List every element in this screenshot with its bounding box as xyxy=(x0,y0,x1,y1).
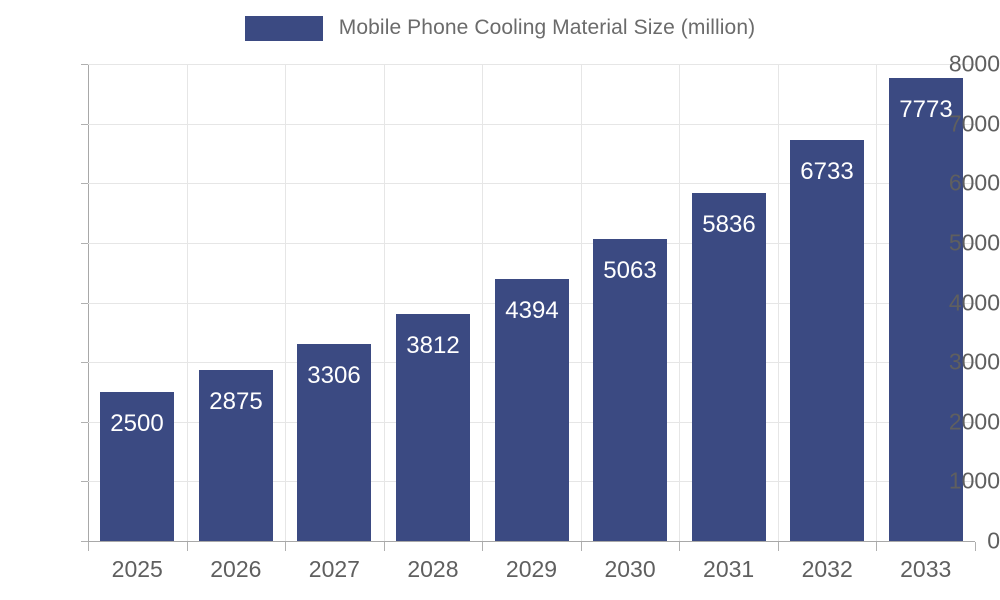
legend-item-series-1[interactable]: Mobile Phone Cooling Material Size (mill… xyxy=(244,15,756,41)
x-axis-tick-mark xyxy=(876,542,877,551)
bar-value-label: 7773 xyxy=(899,96,953,123)
y-axis-tick-mark xyxy=(81,421,88,423)
bar[interactable]: 2875 xyxy=(199,370,273,541)
bar-value-label: 3812 xyxy=(406,332,460,359)
y-axis-tick-mark xyxy=(81,183,88,185)
gridline-vertical xyxy=(778,64,779,541)
y-axis-tick-mark xyxy=(81,481,88,483)
y-axis-line xyxy=(88,64,89,548)
gridline-horizontal xyxy=(88,183,975,185)
x-axis-tick-label: 2032 xyxy=(801,556,853,582)
gridline-vertical xyxy=(482,64,483,541)
x-axis-tick-mark xyxy=(482,542,483,551)
y-axis-tick-label: 7000 xyxy=(948,110,1000,137)
gridline-vertical xyxy=(384,64,385,541)
bar-value-label: 5836 xyxy=(702,211,756,238)
bar[interactable]: 2500 xyxy=(100,392,174,541)
x-axis-tick-mark xyxy=(187,542,188,551)
bar-value-label: 3306 xyxy=(307,362,361,389)
x-axis-tick-mark xyxy=(679,542,680,551)
bar[interactable]: 6733 xyxy=(790,140,864,541)
gridline-vertical xyxy=(187,64,188,541)
y-axis-tick-label: 8000 xyxy=(948,50,1000,77)
x-axis-tick-label: 2033 xyxy=(900,556,952,582)
gridline-vertical xyxy=(581,64,582,541)
x-axis-line xyxy=(88,541,975,542)
bar[interactable]: 3306 xyxy=(297,344,371,541)
y-axis-tick-label: 5000 xyxy=(948,229,1000,256)
bar[interactable]: 5836 xyxy=(692,193,766,541)
y-axis-tick-label: 1000 xyxy=(948,467,1000,494)
y-axis-tick-mark xyxy=(81,242,88,244)
bar[interactable]: 7773 xyxy=(889,78,963,541)
x-axis-tick-label: 2031 xyxy=(703,556,755,582)
x-axis-tick-label: 2026 xyxy=(210,556,262,582)
gridline-horizontal xyxy=(88,64,975,65)
x-axis-tick-mark xyxy=(384,542,385,551)
bar[interactable]: 4394 xyxy=(495,279,569,541)
y-axis-tick-mark xyxy=(81,64,88,65)
x-axis-tick-label: 2030 xyxy=(604,556,656,582)
x-axis-tick-mark xyxy=(285,542,286,551)
legend-label-series-1: Mobile Phone Cooling Material Size (mill… xyxy=(338,16,756,39)
x-axis-tick-mark xyxy=(581,542,582,551)
bar-value-label: 2875 xyxy=(209,388,263,415)
gridline-vertical xyxy=(876,64,877,541)
bar-value-label: 2500 xyxy=(110,410,164,437)
x-axis-tick-mark xyxy=(975,542,976,551)
y-axis-tick-mark xyxy=(81,123,88,125)
y-axis-tick-mark xyxy=(81,362,88,364)
y-axis-tick-label: 0 xyxy=(987,527,1000,554)
y-axis-tick-mark xyxy=(81,541,88,542)
gridline-vertical xyxy=(285,64,286,541)
y-axis-tick-mark xyxy=(81,302,88,304)
gridline-vertical xyxy=(679,64,680,541)
y-axis-tick-label: 6000 xyxy=(948,169,1000,196)
legend-swatch-series-1 xyxy=(244,15,323,41)
x-axis-tick-label: 2025 xyxy=(111,556,163,582)
y-axis-tick-label: 4000 xyxy=(948,289,1000,315)
x-axis-tick-label: 2029 xyxy=(505,556,558,582)
y-axis-tick-label: 3000 xyxy=(948,348,1000,375)
gridline-horizontal xyxy=(88,242,975,244)
bar[interactable]: 3812 xyxy=(396,314,470,541)
chart-legend: Mobile Phone Cooling Material Size (mill… xyxy=(0,0,1000,56)
y-axis-tick-label: 2000 xyxy=(948,408,1000,435)
bar[interactable]: 5063 xyxy=(593,239,667,541)
x-axis-tick-label: 2028 xyxy=(407,556,459,582)
plot-area: 2500 2875 3306 3812 4394 5063 5836 6733 7773 xyxy=(88,64,975,541)
x-axis-tick-mark xyxy=(88,542,89,551)
bar-value-label: 6733 xyxy=(800,158,854,185)
x-axis-tick-mark xyxy=(778,542,779,551)
bar-value-label: 5063 xyxy=(603,257,657,284)
x-axis-tick-label: 2027 xyxy=(308,556,360,582)
bar-value-label: 4394 xyxy=(505,297,559,324)
gridline-horizontal xyxy=(88,123,975,125)
